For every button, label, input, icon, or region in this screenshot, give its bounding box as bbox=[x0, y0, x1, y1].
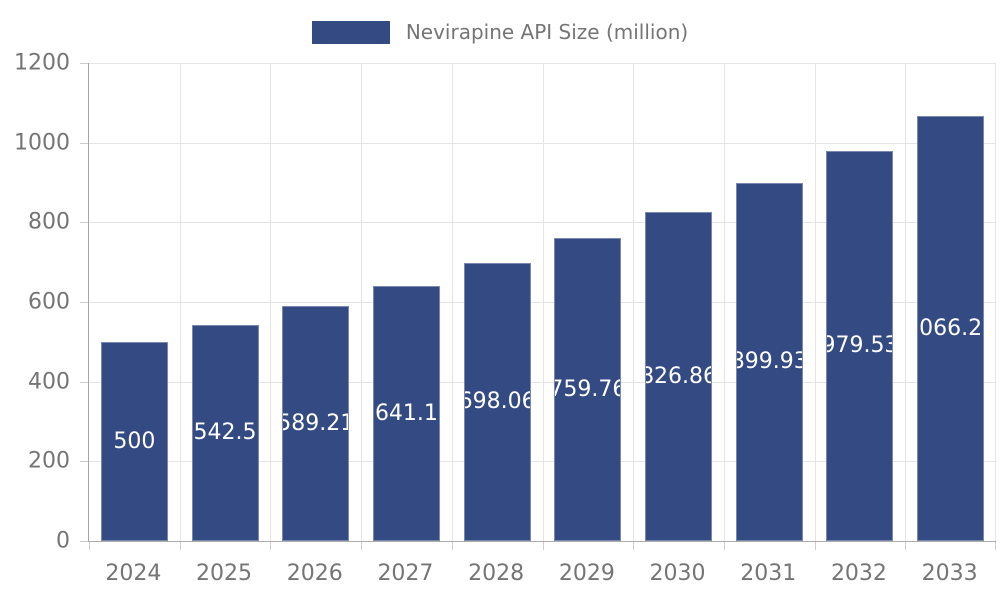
x-tick-mark bbox=[270, 542, 272, 550]
x-axis-label: 2031 bbox=[740, 561, 797, 586]
x-axis-label: 2028 bbox=[468, 561, 525, 586]
plot-area: 500 542.5 589.21 641.1 698.06 759.76 826.86 899… bbox=[80, 63, 996, 550]
x-axis-label: 2027 bbox=[377, 561, 434, 586]
bar-value-label: 641.1 bbox=[374, 400, 438, 426]
bar-value-label: 979.53 bbox=[827, 333, 892, 359]
bar-value-label: 899.93 bbox=[737, 349, 802, 375]
v-gridline bbox=[542, 63, 544, 541]
bar[interactable]: 826.86 bbox=[645, 211, 713, 541]
bar[interactable]: 698.06 bbox=[463, 262, 531, 541]
bar[interactable]: 542.5 bbox=[191, 324, 259, 541]
legend-swatch-icon bbox=[311, 20, 390, 44]
bar-value-label: 542.5 bbox=[193, 420, 257, 446]
legend-item[interactable]: Nevirapine API Size (million) bbox=[311, 20, 689, 44]
bar[interactable]: 641.1 bbox=[372, 285, 440, 541]
x-tick-mark bbox=[542, 542, 544, 550]
bar[interactable]: 899.93 bbox=[735, 182, 803, 541]
bar[interactable]: 759.76 bbox=[554, 238, 622, 541]
y-tick-mark bbox=[80, 63, 88, 64]
y-axis-label: 1000 bbox=[14, 130, 70, 156]
y-axis-label: 800 bbox=[28, 209, 70, 235]
v-gridline bbox=[179, 63, 181, 541]
v-gridline bbox=[995, 63, 996, 541]
v-gridline bbox=[270, 63, 272, 541]
v-gridline bbox=[814, 63, 816, 541]
x-axis-label: 2032 bbox=[830, 561, 887, 586]
bar[interactable]: 979.53 bbox=[826, 150, 894, 541]
v-gridline bbox=[633, 63, 635, 541]
x-tick-mark bbox=[89, 542, 90, 550]
legend-label: Nevirapine API Size (million) bbox=[405, 20, 689, 44]
y-axis: 0 200 400 600 800 1000 1200 bbox=[0, 51, 70, 554]
x-tick-mark bbox=[179, 542, 181, 550]
x-axis-label: 2026 bbox=[286, 561, 343, 586]
bar-value-label: 1066.21 bbox=[918, 316, 983, 342]
x-axis-label: 2030 bbox=[649, 561, 706, 586]
legend: Nevirapine API Size (million) bbox=[0, 20, 1000, 44]
x-tick-mark bbox=[723, 542, 725, 550]
v-gridline bbox=[451, 63, 453, 541]
x-tick-mark bbox=[995, 542, 996, 550]
v-gridline bbox=[361, 63, 363, 541]
x-axis-label: 2029 bbox=[558, 561, 615, 586]
x-tick-mark bbox=[361, 542, 363, 550]
bar-value-label: 500 bbox=[113, 428, 156, 454]
bar[interactable]: 589.21 bbox=[282, 306, 350, 541]
bar-value-label: 589.21 bbox=[283, 411, 348, 437]
y-tick-mark bbox=[80, 541, 88, 542]
y-axis-label: 200 bbox=[28, 448, 70, 474]
x-axis-label: 2024 bbox=[105, 561, 162, 586]
bar-value-label: 759.76 bbox=[555, 377, 620, 403]
bar[interactable]: 1066.21 bbox=[917, 116, 985, 541]
v-gridline bbox=[723, 63, 725, 541]
x-tick-mark bbox=[814, 542, 816, 550]
y-tick-mark bbox=[80, 302, 88, 303]
x-axis-label: 2025 bbox=[196, 561, 253, 586]
y-tick-mark bbox=[80, 222, 88, 224]
x-axis: 2024 2025 2026 2027 2028 2029 2030 2031 2032 2033 bbox=[88, 541, 995, 600]
y-tick-mark bbox=[80, 142, 88, 144]
x-tick-mark bbox=[451, 542, 453, 550]
x-tick-mark bbox=[633, 542, 635, 550]
y-tick-mark bbox=[80, 461, 88, 463]
y-tick-mark bbox=[80, 381, 88, 383]
bar-value-label: 826.86 bbox=[646, 363, 711, 389]
y-axis-label: 600 bbox=[28, 289, 70, 315]
y-axis-label: 400 bbox=[28, 369, 70, 395]
bar-value-label: 698.06 bbox=[465, 389, 530, 415]
x-tick-mark bbox=[905, 542, 907, 550]
y-axis-label: 0 bbox=[56, 528, 70, 554]
x-axis-label: 2033 bbox=[921, 561, 978, 586]
bar[interactable]: 500 bbox=[100, 341, 168, 541]
v-gridline bbox=[905, 63, 907, 541]
y-axis-label: 1200 bbox=[14, 50, 70, 76]
